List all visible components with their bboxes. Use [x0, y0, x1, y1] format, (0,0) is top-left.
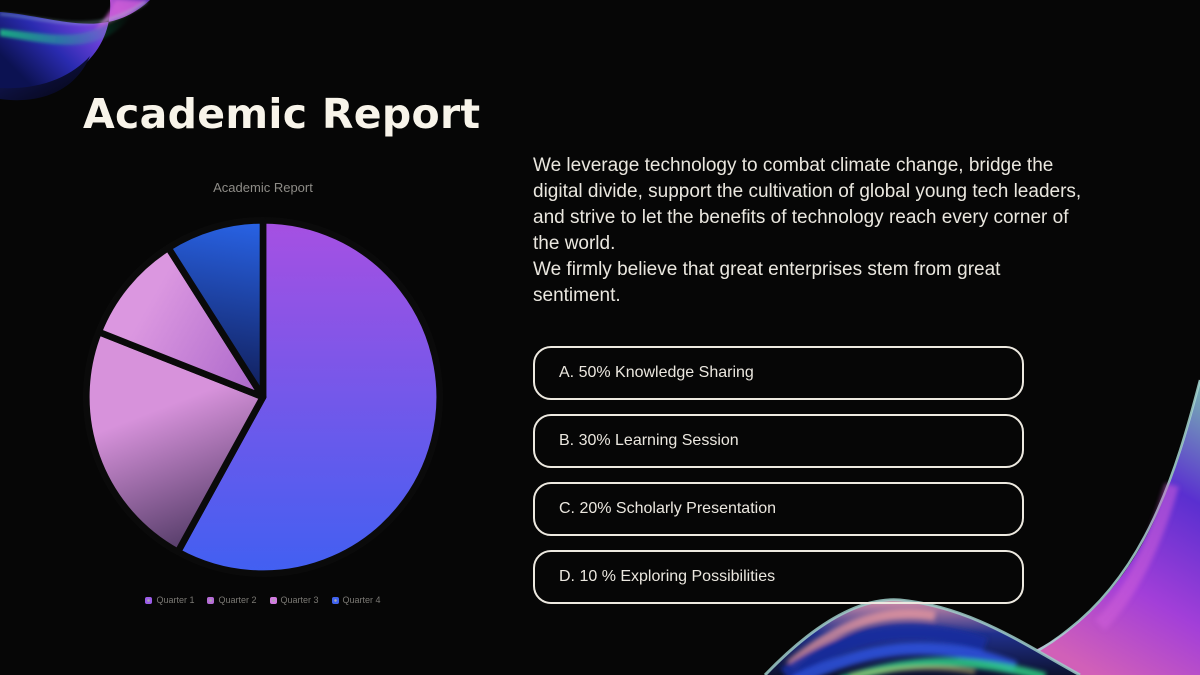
legend-marker-icon	[269, 596, 277, 604]
legend-item-quarter-2: Quarter 2	[207, 595, 257, 605]
answer-option-c[interactable]: C. 20% Scholarly Presentation	[533, 482, 1024, 536]
legend-marker-icon	[145, 596, 153, 604]
legend-label: Quarter 2	[218, 595, 257, 605]
legend-label: Quarter 4	[342, 595, 381, 605]
legend-item-quarter-3: Quarter 3	[269, 595, 319, 605]
pie-slice-quarter-4	[165, 216, 267, 401]
decorative-ribbon-top-left-image	[0, 0, 150, 101]
legend-item-quarter-1: Quarter 1	[145, 595, 194, 605]
pie-chart	[74, 208, 452, 586]
chart-legend: Quarter 1 Quarter 2 Quarter 3 Quarter 4	[54, 595, 472, 605]
description-line: We firmly believe that great enterprises…	[533, 259, 1001, 280]
pie-chart-svg	[82, 216, 443, 578]
legend-marker-icon	[331, 596, 339, 604]
description-text: We leverage technology to combat climate…	[533, 153, 1153, 309]
legend-label: Quarter 1	[156, 595, 195, 605]
description-line: sentiment.	[533, 285, 621, 306]
answer-option-a[interactable]: A. 50% Knowledge Sharing	[533, 346, 1024, 400]
description-line: the world.	[533, 233, 616, 254]
pie-slice-quarter-1	[174, 216, 443, 578]
decorative-ribbon-bottom-right-image	[763, 379, 1200, 675]
chart-title: Academic Report	[213, 180, 313, 195]
description-line: and strive to let the benefits of techno…	[533, 207, 1069, 228]
answer-option-b[interactable]: B. 30% Learning Session	[533, 414, 1024, 468]
slide-title: Academic Report	[83, 90, 481, 138]
description-line: digital divide, support the cultivation …	[533, 181, 1082, 202]
answer-options-list: A. 50% Knowledge Sharing B. 30% Learning…	[533, 346, 1024, 618]
description-line: We leverage technology to combat climate…	[533, 155, 1054, 176]
pie-slice-quarter-2	[82, 328, 267, 556]
legend-marker-icon	[207, 596, 215, 604]
answer-option-d[interactable]: D. 10 % Exploring Possibilities	[533, 550, 1024, 604]
legend-item-quarter-4: Quarter 4	[331, 595, 381, 605]
legend-label: Quarter 3	[280, 595, 319, 605]
pie-slice-quarter-3	[95, 244, 267, 401]
